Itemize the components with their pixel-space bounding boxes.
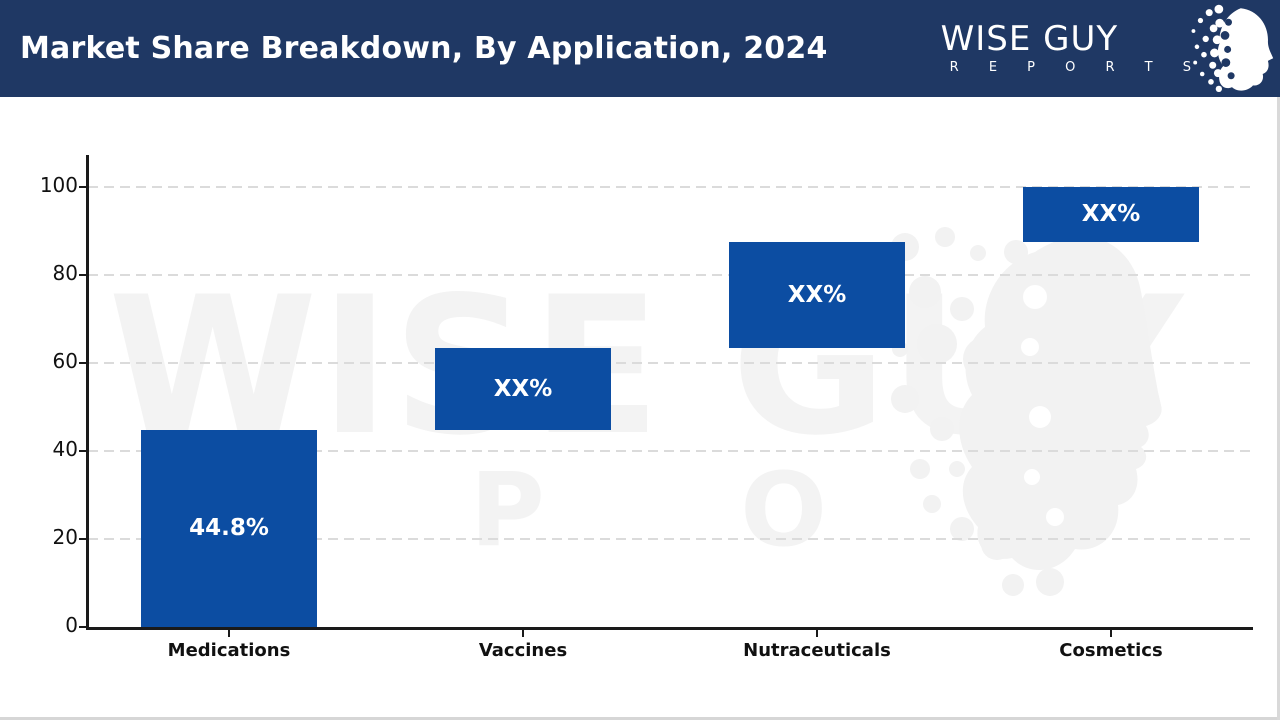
x-axis-tick: [522, 629, 524, 637]
gridline-40: [88, 450, 1254, 452]
y-axis-label: 80: [52, 261, 78, 285]
bar-value-label: XX%: [787, 282, 847, 308]
bar-value-label: XX%: [493, 376, 553, 403]
page-right-border: [1277, 97, 1280, 720]
x-axis-label-vaccines: Vaccines: [478, 640, 568, 661]
x-axis-tick: [816, 629, 818, 637]
y-axis-tick: [79, 450, 87, 452]
bar-cosmetics: XX%: [1023, 187, 1199, 242]
chart-area: 0 20 40 60 80 100 44.8% Medications XX% Vaccines X…: [0, 97, 1280, 720]
x-axis-label-medications: Medications: [167, 640, 291, 661]
y-axis-tick: [79, 538, 87, 540]
gridline-80: [88, 274, 1254, 276]
y-axis-tick: [79, 362, 87, 364]
x-axis-tick: [228, 629, 230, 637]
y-axis-tick: [79, 274, 87, 276]
x-axis-label-cosmetics: Cosmetics: [1059, 640, 1163, 661]
page-title: Market Share Breakdown, By Application, …: [20, 31, 828, 66]
y-axis-label: 40: [52, 437, 78, 461]
bar-medications: 44.8%: [141, 429, 317, 627]
logo-name: WISE GUY: [940, 19, 1119, 59]
gridline-20: [88, 538, 1254, 540]
bar-nutraceuticals: XX%: [729, 241, 905, 349]
bar-value-label: 44.8%: [189, 515, 269, 542]
logo-subtitle: R E P O R T S: [949, 60, 1204, 75]
bar-value-label: XX%: [1081, 201, 1141, 228]
y-axis-tick: [79, 626, 87, 628]
y-axis-label: 60: [52, 349, 78, 373]
y-axis-label: 0: [65, 613, 78, 637]
y-axis-label: 100: [39, 173, 78, 197]
logo-text: WISE GUY R E P O R T S: [941, 22, 1204, 75]
gridline-60: [88, 362, 1254, 364]
y-axis-label: 20: [52, 525, 78, 549]
wiseguy-logo: WISE GUY R E P O R T S: [941, 3, 1276, 95]
x-axis-tick: [1110, 629, 1112, 637]
page-bottom-border: [0, 717, 1280, 720]
x-axis-label-nutraceuticals: Nutraceuticals: [743, 640, 891, 661]
x-axis-line: [88, 627, 1253, 630]
gridline-100: [88, 186, 1254, 188]
wiseguy-face-icon: [1191, 4, 1274, 92]
bar-vaccines: XX%: [435, 348, 611, 430]
watermark-text-secondary: P O R T S: [470, 451, 1280, 570]
watermark-face-icon: [880, 227, 1162, 596]
header: Market Share Breakdown, By Application, …: [0, 0, 1280, 97]
y-axis-tick: [79, 186, 87, 188]
y-axis-line: [86, 155, 89, 630]
